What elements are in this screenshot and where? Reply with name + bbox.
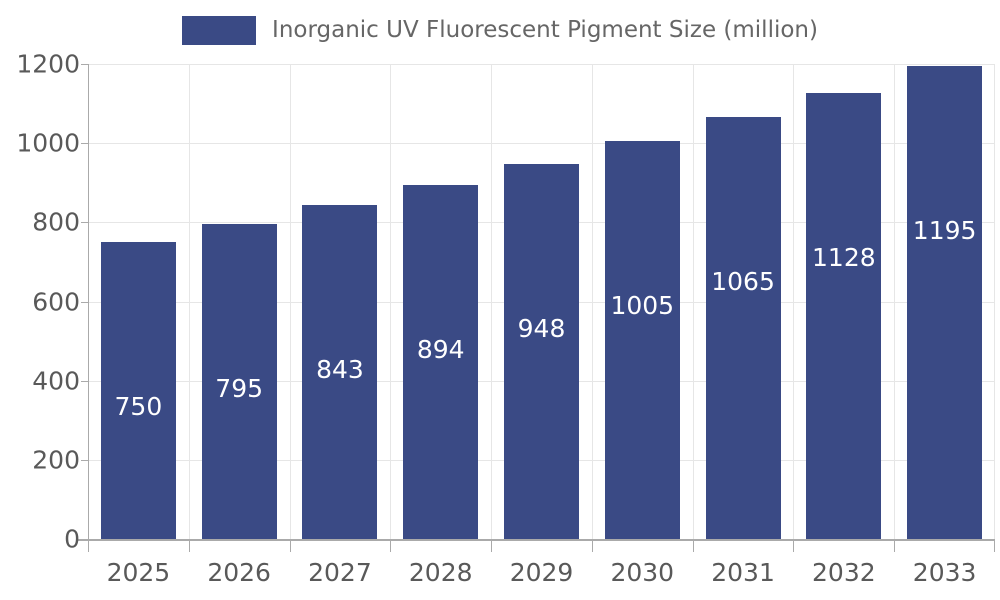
x-axis-spine	[76, 539, 995, 541]
bar[interactable]	[201, 224, 277, 539]
gridline-vertical	[793, 64, 795, 539]
x-axis-tick-mark	[390, 541, 392, 552]
y-axis-tick-mark	[81, 301, 88, 303]
y-axis-tick-label: 0	[64, 524, 80, 554]
y-axis-tick-label: 800	[32, 207, 80, 237]
bar-value-label: 750	[114, 392, 163, 422]
y-axis-tick-mark	[81, 143, 88, 145]
bar[interactable]	[604, 141, 680, 539]
y-axis-tick-mark	[81, 222, 88, 224]
plot-area: 750 795 843 894 948 1005 1065 1128 1195	[88, 64, 995, 540]
gridline-horizontal	[88, 143, 995, 145]
bar[interactable]	[907, 65, 983, 539]
x-axis-tick-label: 2031	[711, 558, 775, 587]
bar[interactable]	[705, 117, 781, 539]
bar[interactable]	[403, 185, 479, 539]
y-axis-tick-label: 600	[32, 287, 80, 316]
gridline-horizontal	[88, 64, 995, 65]
bar-value-label: 1065	[711, 267, 775, 297]
bar[interactable]	[504, 163, 579, 539]
chart-legend: Inorganic UV Fluorescent Pigment Size (m…	[0, 12, 1000, 48]
bar-value-label: 843	[316, 355, 364, 385]
legend-color-swatch	[182, 15, 257, 45]
x-axis-tick-mark	[994, 541, 995, 552]
bar-value-label: 948	[517, 313, 566, 343]
y-axis-tick-mark	[81, 380, 88, 382]
bar-value-label: 795	[215, 374, 264, 404]
x-axis-tick-label: 2032	[812, 558, 876, 587]
x-axis-tick-mark	[692, 541, 694, 552]
gridline-vertical	[591, 64, 593, 539]
x-axis-tick-label: 2033	[912, 558, 977, 587]
y-axis-tick-label: 200	[32, 445, 80, 475]
gridline-vertical	[289, 64, 291, 539]
x-axis-tick-mark	[491, 541, 493, 552]
gridline-vertical	[390, 64, 392, 539]
gridline-vertical	[188, 64, 190, 539]
x-axis-tick-mark	[793, 541, 795, 552]
y-axis-tick-mark	[81, 64, 88, 65]
x-axis-tick-label: 2025	[106, 558, 171, 587]
y-axis-tick-label: 1200	[16, 49, 80, 79]
y-axis-spine	[88, 64, 89, 551]
gridline-vertical	[692, 64, 694, 539]
x-axis-tick-label: 2026	[207, 558, 271, 587]
legend-label: Inorganic UV Fluorescent Pigment Size (m…	[272, 16, 818, 43]
x-axis-tick-mark	[591, 541, 593, 552]
x-axis-tick-label: 2028	[408, 558, 473, 587]
bar-value-label: 1195	[912, 215, 977, 245]
x-axis-tick-label: 2029	[509, 558, 574, 587]
bar[interactable]	[806, 92, 882, 539]
gridline-vertical	[994, 64, 995, 539]
bar-value-label: 894	[416, 335, 465, 365]
x-axis-tick-mark	[894, 541, 896, 552]
y-axis-tick-label: 400	[32, 366, 80, 396]
y-axis-tick-mark	[81, 459, 88, 461]
y-axis-tick-label: 1000	[16, 128, 80, 158]
x-axis-tick-mark	[88, 541, 89, 552]
x-axis-tick-mark	[289, 541, 291, 552]
bar[interactable]	[302, 205, 378, 539]
gridline-vertical	[894, 64, 896, 539]
x-axis-tick-label: 2030	[610, 558, 675, 587]
x-axis-tick-mark	[188, 541, 190, 552]
bar-value-label: 1005	[610, 291, 675, 321]
gridline-vertical	[491, 64, 493, 539]
x-axis-tick-label: 2027	[308, 558, 372, 587]
bar[interactable]	[100, 242, 176, 539]
bar-value-label: 1128	[812, 242, 876, 272]
